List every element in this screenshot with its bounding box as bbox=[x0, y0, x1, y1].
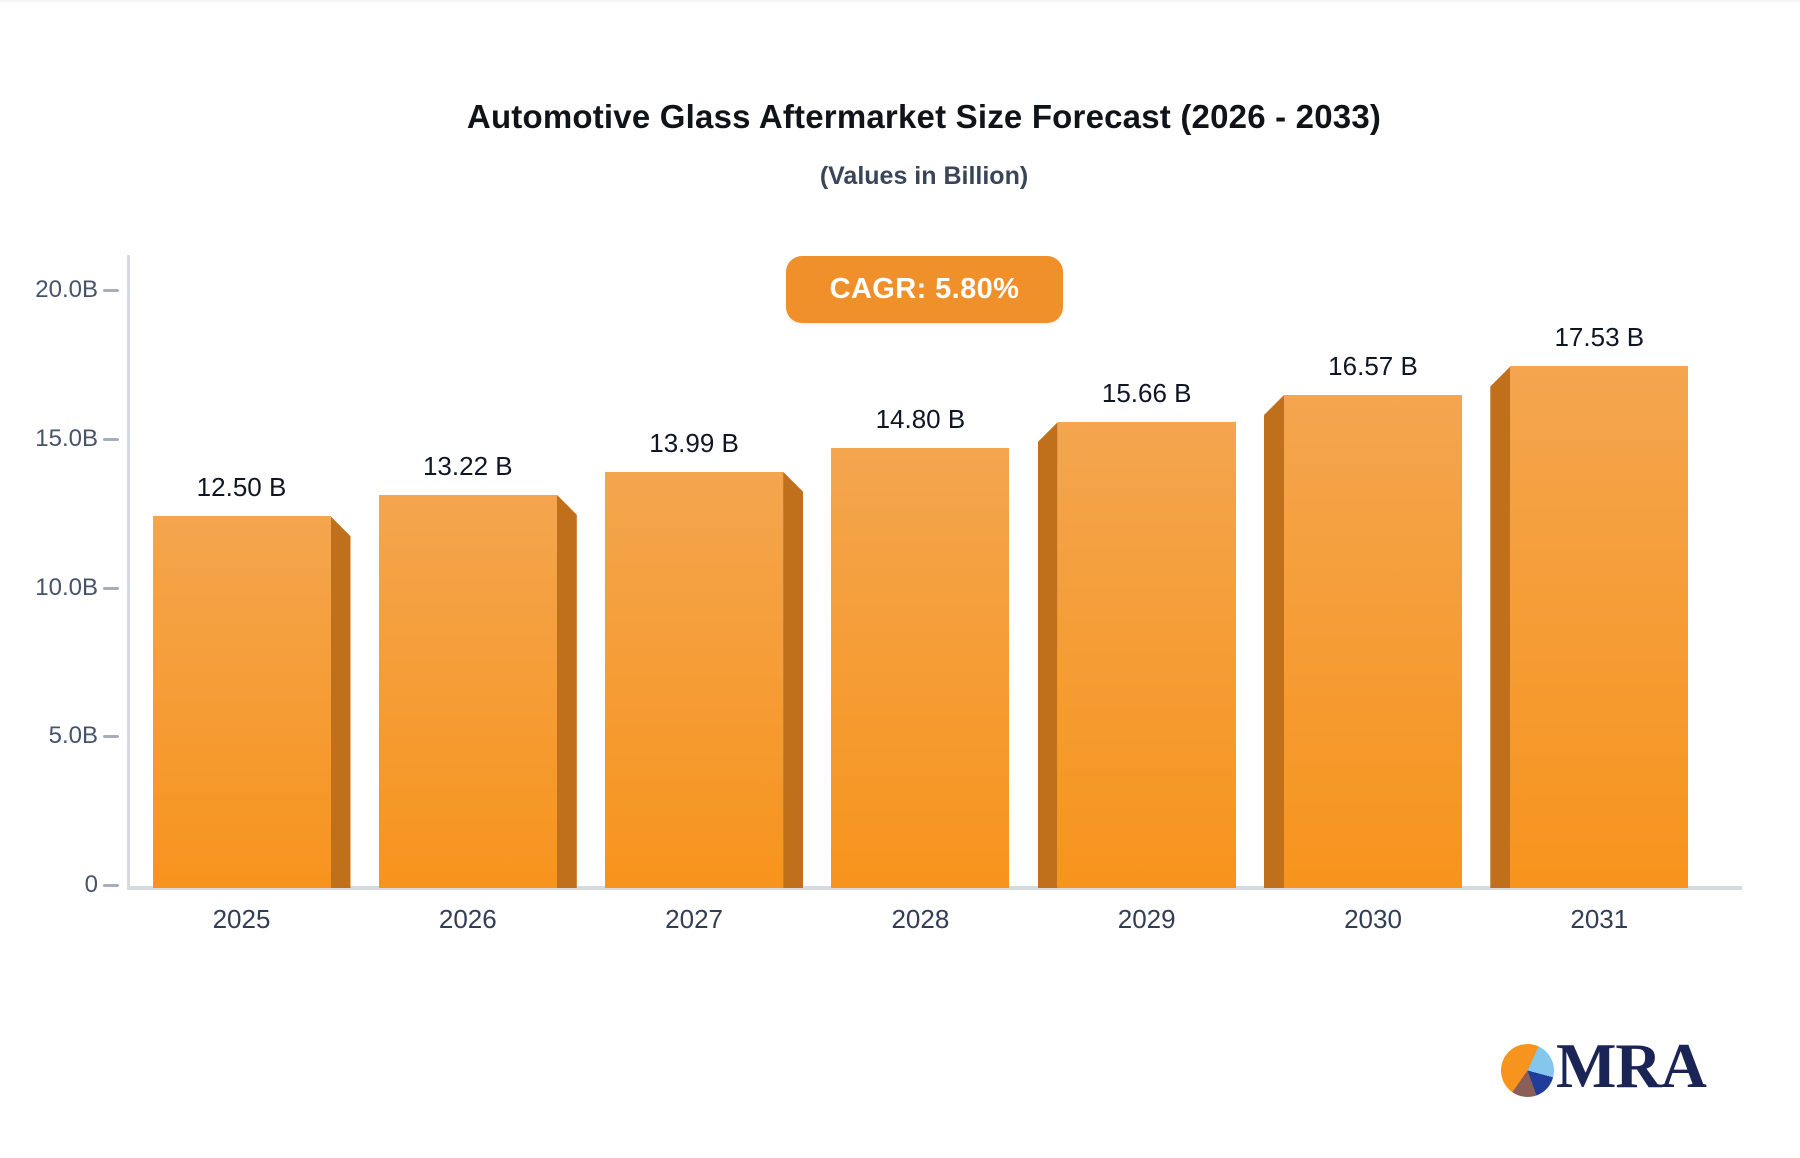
y-tick-dash bbox=[103, 586, 119, 590]
bar-value-label: 13.22 B bbox=[422, 450, 513, 481]
bar-value-label: 16.57 B bbox=[1328, 351, 1418, 382]
bar-front-2027 bbox=[605, 471, 784, 888]
y-tick-label: 0 bbox=[84, 871, 98, 898]
bar-side-face-2030 bbox=[1264, 395, 1284, 888]
y-tick-label: 15.0B bbox=[35, 424, 98, 452]
logo-text: MRA bbox=[1556, 1030, 1707, 1101]
bar-front-2031 bbox=[1510, 366, 1689, 888]
y-tick-label: 10.0B bbox=[35, 573, 98, 601]
bar-front-2030 bbox=[1284, 395, 1462, 888]
x-axis-label: 2031 bbox=[1570, 904, 1629, 934]
x-axis-label: 2028 bbox=[891, 904, 950, 934]
bar-front-2025 bbox=[152, 516, 331, 888]
bar-value-label: 13.99 B bbox=[649, 427, 739, 458]
bar-front-2026 bbox=[378, 494, 557, 888]
bar-value-label: 14.80 B bbox=[875, 403, 966, 434]
mra-logo: MRA bbox=[1501, 1030, 1707, 1101]
y-tick-label: 5.0B bbox=[48, 722, 98, 750]
chart-subtitle: (Values in Billion) bbox=[819, 162, 1029, 190]
x-axis-label: 2029 bbox=[1117, 904, 1176, 934]
y-axis-line bbox=[127, 255, 130, 888]
x-axis-label: 2030 bbox=[1344, 904, 1402, 934]
x-axis-baseline bbox=[127, 886, 1742, 890]
bar-side-face-2026 bbox=[556, 494, 577, 888]
bar-front-2029 bbox=[1057, 422, 1236, 888]
bar-value-label: 12.50 B bbox=[196, 472, 287, 503]
cagr-badge: CAGR: 5.80% bbox=[786, 256, 1063, 323]
x-axis-label: 2027 bbox=[665, 904, 724, 934]
bar-value-label: 15.66 B bbox=[1101, 378, 1192, 409]
bar-front-2028 bbox=[831, 447, 1010, 888]
bar-side-face-2029 bbox=[1037, 422, 1058, 888]
chart-title: Automotive Glass Aftermarket Size Foreca… bbox=[466, 98, 1382, 135]
x-axis-label: 2026 bbox=[438, 904, 497, 934]
bar-side-face-2027 bbox=[783, 471, 804, 888]
y-tick-label: 20.0B bbox=[35, 276, 98, 303]
y-tick-dash bbox=[103, 289, 119, 292]
cagr-badge-label: CAGR: 5.80% bbox=[829, 273, 1020, 305]
y-tick-dash bbox=[103, 884, 119, 887]
bar-side-face-2025 bbox=[330, 516, 351, 888]
pie-chart-logo-icon bbox=[1501, 1043, 1554, 1097]
bar-value-label: 17.53 B bbox=[1554, 322, 1645, 353]
y-tick-dash bbox=[103, 437, 119, 441]
x-axis-label: 2025 bbox=[212, 904, 271, 934]
y-tick-dash bbox=[103, 735, 119, 739]
bar-side-face-2031 bbox=[1490, 366, 1511, 888]
